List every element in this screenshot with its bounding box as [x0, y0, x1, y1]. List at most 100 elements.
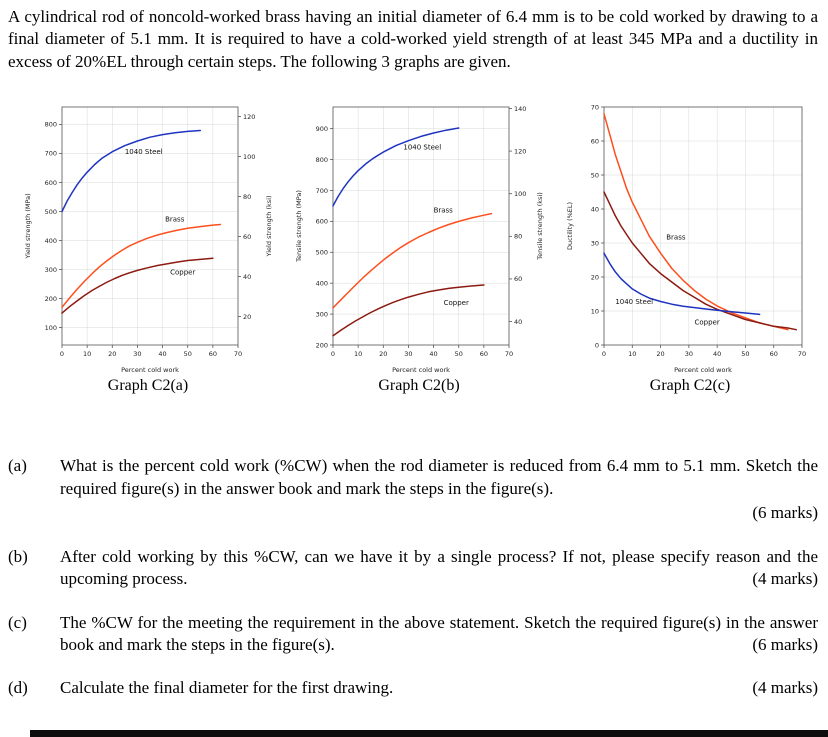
- svg-text:1040 Steel: 1040 Steel: [125, 148, 163, 156]
- svg-text:10: 10: [83, 350, 91, 358]
- question-d: (d) Calculate the final diameter for the…: [8, 677, 818, 699]
- svg-text:60: 60: [480, 350, 488, 358]
- chart-caption-a: Graph C2(a): [107, 377, 189, 395]
- svg-text:Copper: Copper: [170, 269, 195, 277]
- svg-text:50: 50: [591, 172, 599, 180]
- svg-text:30: 30: [404, 350, 412, 358]
- svg-text:600: 600: [316, 218, 328, 226]
- yield-strength-plot: 100 200 300 400 500 600 700 800 20 40 60 80 100 120 0 1…: [24, 106, 273, 374]
- svg-text:0: 0: [60, 350, 64, 358]
- question-intro: A cylindrical rod of noncold-worked bras…: [8, 7, 818, 71]
- chart-caption-c: Graph C2(c): [649, 377, 731, 395]
- question-a-body: What is the percent cold work (%CW) when…: [60, 455, 818, 524]
- svg-text:Yield strength (MPa): Yield strength (MPa): [24, 194, 32, 260]
- question-b-marks: (4 marks): [752, 569, 818, 589]
- question-d-marks: (4 marks): [752, 678, 818, 698]
- svg-text:Percent cold work: Percent cold work: [121, 366, 179, 374]
- svg-text:1040 Steel: 1040 Steel: [615, 299, 653, 307]
- svg-text:80: 80: [243, 193, 251, 201]
- svg-text:500: 500: [45, 208, 57, 216]
- svg-text:20: 20: [243, 313, 251, 321]
- svg-text:400: 400: [316, 280, 328, 288]
- svg-text:10: 10: [591, 308, 599, 316]
- chart-yield-strength: 100 200 300 400 500 600 700 800 20 40 60 80 100 120 0 1…: [22, 97, 274, 395]
- svg-text:800: 800: [316, 156, 328, 164]
- svg-text:700: 700: [45, 150, 57, 158]
- question-b-body: After cold working by this %CW, can we h…: [60, 546, 818, 591]
- svg-text:120: 120: [243, 113, 255, 121]
- svg-text:50: 50: [741, 350, 749, 358]
- svg-text:30: 30: [133, 350, 141, 358]
- question-d-text: Calculate the final diameter for the fir…: [60, 678, 394, 698]
- svg-text:Percent cold work: Percent cold work: [674, 366, 732, 374]
- svg-text:Brass: Brass: [666, 234, 686, 242]
- svg-text:300: 300: [316, 311, 328, 319]
- svg-text:60: 60: [770, 350, 778, 358]
- svg-text:60: 60: [243, 233, 251, 241]
- svg-text:100: 100: [514, 190, 526, 198]
- svg-text:40: 40: [158, 350, 166, 358]
- svg-text:140: 140: [514, 105, 526, 113]
- svg-text:40: 40: [243, 273, 251, 281]
- question-a-text: What is the percent cold work (%CW) when…: [60, 456, 818, 498]
- svg-text:60: 60: [209, 350, 217, 358]
- svg-text:120: 120: [514, 148, 526, 156]
- question-b-text: After cold working by this %CW, can we h…: [60, 546, 818, 589]
- chart-tensile-strength: 200 300 400 500 600 700 800 900 40 60 80 100 120 140 0…: [293, 97, 545, 395]
- svg-text:Ductility (%EL): Ductility (%EL): [566, 202, 574, 250]
- svg-text:40: 40: [713, 350, 721, 358]
- svg-text:30: 30: [591, 240, 599, 248]
- chart-caption-b: Graph C2(b): [378, 377, 460, 395]
- svg-text:700: 700: [316, 187, 328, 195]
- question-c-label: (c): [8, 612, 27, 632]
- svg-text:70: 70: [591, 104, 599, 112]
- question-a: (a) What is the percent cold work (%CW) …: [8, 455, 818, 524]
- svg-text:100: 100: [45, 324, 57, 332]
- svg-text:200: 200: [316, 342, 328, 350]
- question-d-body: Calculate the final diameter for the fir…: [60, 677, 818, 699]
- svg-text:10: 10: [628, 350, 636, 358]
- svg-text:Copper: Copper: [695, 319, 720, 327]
- svg-text:100: 100: [243, 153, 255, 161]
- svg-text:1040 Steel: 1040 Steel: [403, 144, 441, 152]
- svg-text:300: 300: [45, 266, 57, 274]
- svg-text:200: 200: [45, 295, 57, 303]
- svg-text:Tensile strength (MPa): Tensile strength (MPa): [295, 190, 303, 263]
- svg-text:30: 30: [685, 350, 693, 358]
- svg-text:60: 60: [591, 138, 599, 146]
- question-c: (c) The %CW for the meeting the requirem…: [8, 612, 818, 657]
- svg-text:Brass: Brass: [165, 216, 185, 224]
- svg-text:600: 600: [45, 179, 57, 187]
- question-c-text: The %CW for the meeting the requirement …: [60, 612, 818, 654]
- questions-list: (a) What is the percent cold work (%CW) …: [8, 455, 818, 700]
- svg-text:500: 500: [316, 249, 328, 257]
- svg-text:40: 40: [429, 350, 437, 358]
- svg-text:50: 50: [184, 350, 192, 358]
- svg-text:40: 40: [514, 318, 522, 326]
- svg-text:0: 0: [602, 350, 606, 358]
- svg-text:0: 0: [595, 342, 599, 350]
- question-a-marks: (6 marks): [752, 503, 818, 523]
- svg-text:Yield strength (ksi): Yield strength (ksi): [265, 196, 273, 258]
- svg-text:Copper: Copper: [444, 299, 469, 307]
- svg-text:20: 20: [656, 350, 664, 358]
- svg-text:10: 10: [354, 350, 362, 358]
- svg-text:50: 50: [455, 350, 463, 358]
- chart-ductility: 0 10 20 30 40 50 60 70 0 10 20 30 40 50 60 70 Percent co…: [564, 97, 816, 395]
- svg-text:20: 20: [108, 350, 116, 358]
- svg-text:Percent cold work: Percent cold work: [392, 366, 450, 374]
- svg-text:70: 70: [505, 350, 513, 358]
- svg-text:70: 70: [798, 350, 806, 358]
- svg-text:40: 40: [591, 206, 599, 214]
- svg-text:0: 0: [331, 350, 335, 358]
- svg-text:900: 900: [316, 125, 328, 133]
- question-a-label: (a): [8, 456, 27, 476]
- svg-text:70: 70: [234, 350, 242, 358]
- svg-text:20: 20: [379, 350, 387, 358]
- svg-text:400: 400: [45, 237, 57, 245]
- question-c-marks: (6 marks): [752, 634, 818, 654]
- question-d-label: (d): [8, 678, 28, 698]
- ductility-plot: 0 10 20 30 40 50 60 70 0 10 20 30 40 50 60 70 Percent co…: [566, 104, 806, 375]
- svg-text:60: 60: [514, 276, 522, 284]
